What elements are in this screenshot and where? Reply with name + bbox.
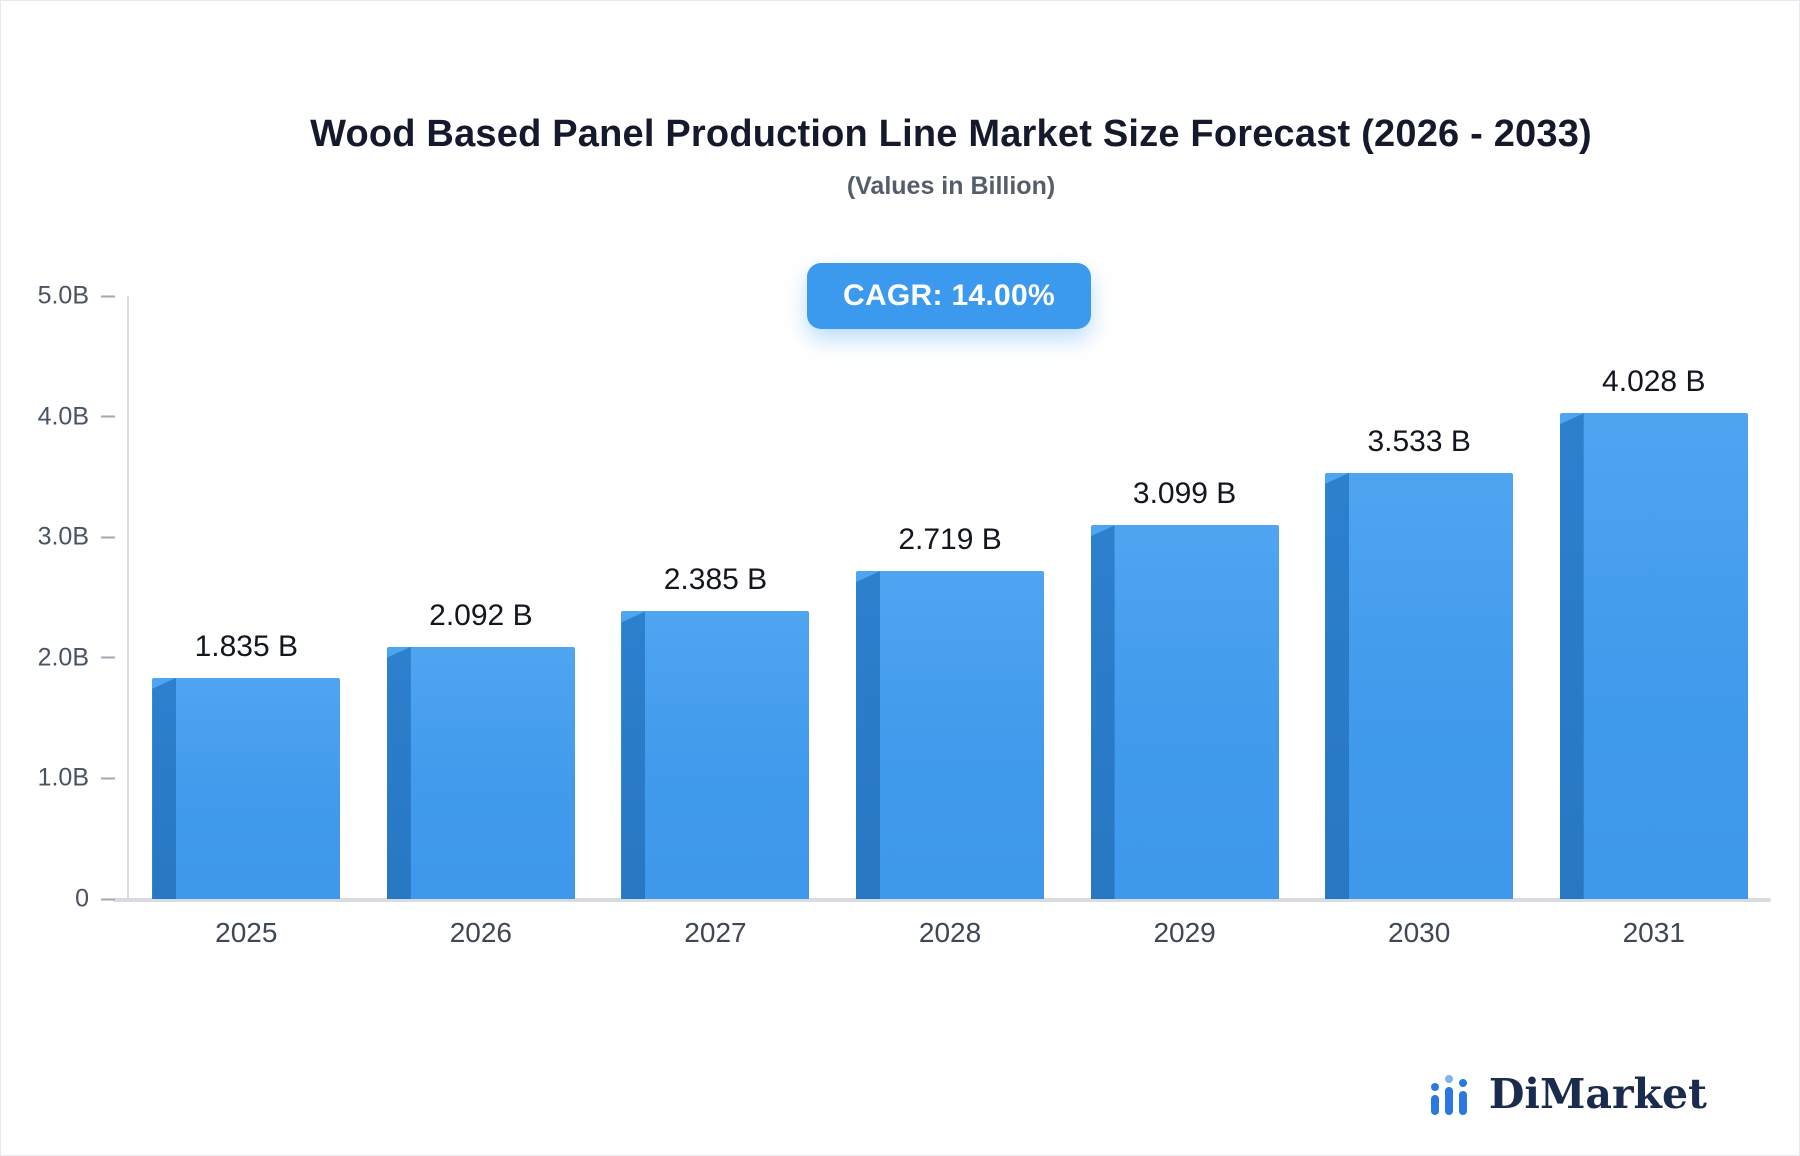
bar-side-shade	[1090, 525, 1115, 899]
bar-2031	[1559, 413, 1748, 899]
y-axis-tick-label: 3.0B	[37, 522, 89, 551]
chart-subtitle: (Values in Billion)	[846, 172, 1056, 200]
bar-side-shade	[1325, 472, 1350, 899]
y-axis-tick-label: 2.0B	[37, 643, 89, 672]
bar-face	[621, 611, 810, 899]
y-axis-tick: 0	[1, 884, 115, 914]
y-axis-line	[127, 296, 129, 899]
bar-slot: 3.099 B	[1067, 296, 1302, 899]
bar-slot: 3.533 B	[1302, 296, 1537, 899]
chart-header: Wood Based Panel Production Line Market …	[131, 113, 1771, 201]
bar-face	[1559, 413, 1748, 899]
bar-side-shade	[856, 571, 881, 899]
y-axis-tick: 2.0B	[1, 643, 115, 672]
bar-slot: 2.385 B	[598, 296, 833, 899]
y-axis-tick-label: 0	[75, 884, 89, 913]
bar-slot: 4.028 B	[1536, 296, 1771, 899]
bar-2029	[1090, 525, 1279, 899]
bar-2027	[621, 611, 810, 899]
cagr-badge: CAGR: 14.00%	[806, 263, 1092, 329]
x-axis-label: 2028	[918, 917, 982, 948]
chart-title: Wood Based Panel Production Line Market …	[310, 113, 1592, 155]
bar-face	[856, 571, 1045, 899]
x-axis-label: 2029	[1153, 917, 1216, 948]
y-axis-tick-mark	[101, 777, 115, 780]
x-axis-label: 2031	[1622, 917, 1685, 948]
bar-side-shade	[1559, 413, 1584, 899]
x-axis: 2025 2026 2027 2028 2029 2030 2031	[129, 917, 1771, 949]
x-axis-label: 2030	[1388, 917, 1451, 948]
bar-slot: 2.092 B	[364, 296, 599, 899]
bar-slot: 2.719 B	[833, 296, 1068, 899]
x-axis-label: 2025	[215, 917, 278, 948]
bar-2028	[856, 571, 1045, 899]
bar-value-label: 4.028 B	[1602, 365, 1706, 399]
bar-value-label: 2.719 B	[898, 523, 1002, 557]
bar-face	[1325, 472, 1514, 899]
y-axis-tick: 5.0B	[1, 281, 115, 311]
y-axis-tick: 3.0B	[1, 522, 115, 552]
bar-2026	[386, 646, 575, 899]
y-axis-tick-mark	[101, 656, 115, 659]
bar-side-shade	[621, 611, 646, 899]
bar-chart-icon	[1429, 1071, 1475, 1115]
brand-logo-text: DiMarket	[1488, 1070, 1707, 1118]
bar-side-shade	[386, 646, 411, 899]
bar-face	[386, 646, 575, 899]
bar-value-label: 1.835 B	[194, 629, 298, 663]
y-axis-tick: 1.0B	[1, 763, 115, 793]
bar-slot: 1.835 B	[129, 296, 364, 899]
y-axis-tick-label: 1.0B	[37, 763, 89, 792]
x-axis-line	[113, 898, 1771, 902]
x-axis-label: 2026	[449, 917, 513, 948]
bar-face	[1090, 525, 1279, 899]
y-axis-tick-label: 5.0B	[37, 281, 89, 310]
y-axis-tick-mark	[101, 898, 115, 900]
bar-value-label: 2.385 B	[663, 563, 768, 597]
x-axis-label: 2027	[684, 917, 747, 948]
bar-value-label: 3.533 B	[1367, 424, 1471, 458]
bar-side-shade	[152, 677, 177, 899]
bar-2025	[152, 677, 341, 899]
plot-area: 0 1.0B 2.0B 3.0B 4.0B 5.0B 1.835 B 2.092 B 2.38…	[38, 282, 1771, 913]
y-axis-tick-label: 4.0B	[37, 402, 89, 431]
bar-value-label: 2.092 B	[429, 598, 533, 632]
y-axis-tick-mark	[101, 536, 115, 539]
y-axis-tick-mark	[101, 415, 115, 418]
y-axis-tick: 4.0B	[1, 402, 115, 431]
bar-face	[152, 677, 341, 899]
bar-series: 1.835 B 2.092 B 2.385 B 2.719 B 3.099 B 3.533…	[129, 296, 1771, 899]
bar-2030	[1325, 472, 1514, 899]
bar-value-label: 3.099 B	[1132, 477, 1237, 511]
y-axis-tick-mark	[101, 295, 115, 297]
brand-logo: DiMarket	[1429, 1071, 1707, 1115]
